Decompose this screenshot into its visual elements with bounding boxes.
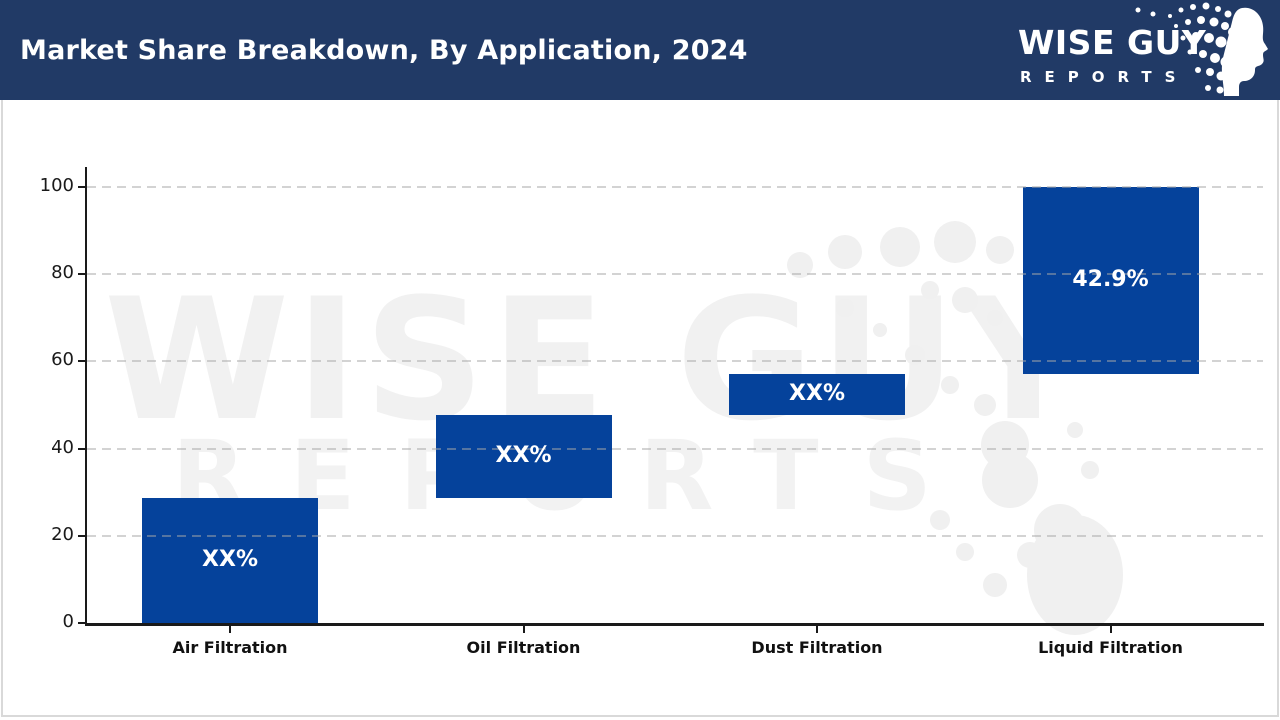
bar-oil-filtration	[435, 415, 612, 499]
x-axis-line	[85, 623, 1264, 626]
logo-graphic: WISE GUY REPORTS	[1018, 2, 1268, 97]
y-axis-tick-label-60: 60	[51, 349, 74, 371]
x-axis-tick-oil-filtration	[522, 626, 525, 633]
header-bar: Market Share Breakdown, By Application, …	[0, 0, 1280, 100]
y-axis-tick-label-40: 40	[51, 436, 74, 458]
chart-title: Market Share Breakdown, By Application, …	[20, 34, 748, 66]
watermark-dot-pattern	[787, 221, 1123, 635]
gridline-80	[87, 273, 1263, 276]
y-axis-tick-40	[78, 447, 86, 450]
bar-dust-filtration	[729, 374, 905, 416]
bar-value-label-oil-filtration: XX%	[495, 442, 552, 468]
wise-guy-reports-logo: WISE GUY REPORTS	[1018, 0, 1270, 100]
logo-wordmark: WISE GUY	[1018, 23, 1207, 62]
x-axis-tick-dust-filtration	[816, 626, 818, 633]
gridline-60	[87, 360, 1263, 363]
y-axis-tick-20	[78, 534, 86, 537]
gridline-40	[87, 447, 1263, 450]
y-axis-tick-label-0: 0	[62, 611, 74, 632]
bar-value-label-liquid-filtration: 42.9%	[1072, 266, 1149, 292]
y-axis-tick-80	[78, 273, 86, 276]
y-axis-tick-0	[78, 622, 86, 624]
y-axis-tick-label-20: 20	[51, 523, 74, 545]
gridline-20	[87, 534, 1263, 537]
y-axis-tick-100	[78, 186, 86, 188]
y-axis-tick-60	[78, 360, 86, 363]
bar-air-filtration	[142, 498, 318, 623]
x-axis-tick-air-filtration	[229, 626, 231, 633]
bar-value-label-dust-filtration: XX%	[789, 380, 845, 406]
logo-face-profile-icon	[1221, 7, 1268, 97]
x-axis-category-label-oil-filtration: Oil Filtration	[466, 638, 581, 657]
x-axis-category-label-dust-filtration: Dust Filtration	[751, 638, 883, 657]
y-axis-tick-label-80: 80	[51, 262, 74, 284]
logo-tagline: REPORTS	[1020, 68, 1188, 86]
x-axis-tick-liquid-filtration	[1109, 626, 1112, 633]
y-axis-line	[85, 167, 87, 626]
bar-value-label-air-filtration: XX%	[202, 546, 258, 572]
bar-liquid-filtration	[1022, 187, 1199, 375]
x-axis-category-label-air-filtration: Air Filtration	[172, 638, 288, 657]
gridline-100	[87, 186, 1263, 188]
y-axis-tick-label-100: 100	[39, 175, 74, 196]
x-axis-category-label-liquid-filtration: Liquid Filtration	[1038, 638, 1183, 657]
